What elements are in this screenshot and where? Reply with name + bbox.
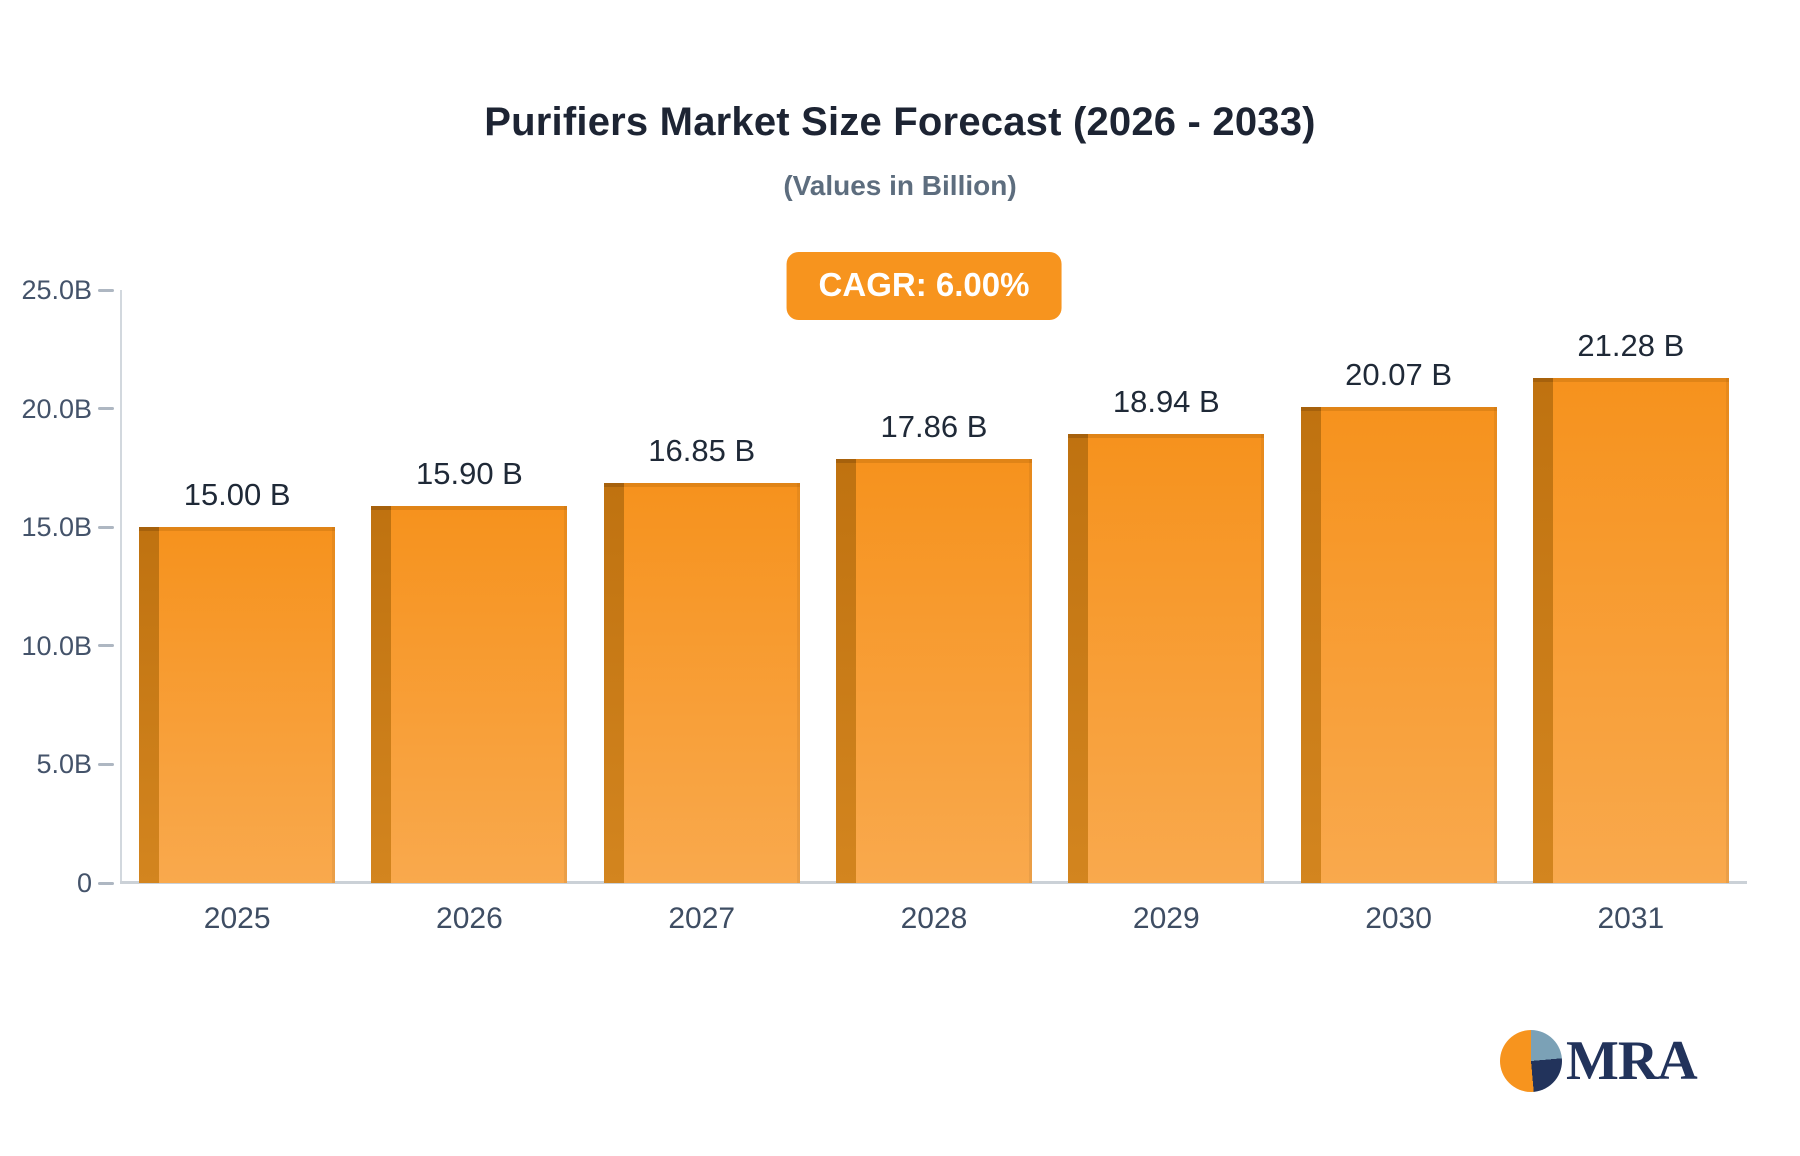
x-tick-label: 2028 <box>900 902 968 935</box>
mra-logo-icon <box>1500 1030 1562 1092</box>
bar-2030 <box>1300 406 1497 883</box>
y-tick-label: 20.0B <box>21 393 92 424</box>
bar-value-label: 17.86 B <box>880 409 988 445</box>
x-tick-label: 2030 <box>1365 902 1432 935</box>
chart-subtitle: (Values in Billion) <box>783 170 1017 201</box>
y-tick-label: 10.0B <box>21 630 92 661</box>
bar-front-face <box>159 527 336 883</box>
x-tick-label: 2031 <box>1597 902 1665 935</box>
x-tick-label: 2026 <box>436 902 503 935</box>
y-tick-label: 15.0B <box>21 512 92 543</box>
mra-logo: MRA <box>1500 1030 1698 1092</box>
bar-value-label: 16.85 B <box>648 433 756 469</box>
bar-front-face <box>391 505 568 883</box>
bar-front-face <box>1088 433 1265 883</box>
bar-front-face <box>623 483 800 883</box>
bar-front-face <box>1320 406 1497 883</box>
bar-value-label: 15.90 B <box>415 455 523 491</box>
bar-side-face <box>603 483 624 883</box>
y-tick-mark <box>98 762 114 766</box>
bar-side-face <box>1068 433 1089 883</box>
x-tick-label: 2029 <box>1132 902 1200 935</box>
y-tick-label: 5.0B <box>36 749 92 780</box>
y-tick-mark <box>98 525 114 529</box>
y-tick-mark <box>98 288 114 292</box>
bar-side-face <box>139 527 160 883</box>
y-tick-label: 0 <box>76 868 92 898</box>
x-tick-label: 2027 <box>668 902 736 935</box>
y-tick-mark <box>98 644 114 648</box>
y-tick-label: 25.0B <box>21 275 92 305</box>
bar-2025 <box>139 527 336 883</box>
chart-title: Purifiers Market Size Forecast (2026 - 2… <box>484 100 1316 144</box>
y-tick-mark <box>98 407 114 411</box>
bar-front-face <box>856 459 1032 883</box>
bar-side-face <box>371 505 392 883</box>
bar-front-face <box>1552 378 1729 883</box>
bar-value-label: 15.00 B <box>183 477 291 513</box>
bar-2031 <box>1532 378 1729 883</box>
bar-side-face <box>836 459 856 883</box>
bar-2028 <box>836 459 1032 883</box>
mra-logo-text: MRA <box>1566 1030 1698 1092</box>
bar-2026 <box>371 505 568 883</box>
y-axis-line <box>120 290 122 883</box>
cagr-badge: CAGR: 6.00% <box>786 252 1062 320</box>
bar-value-label: 20.07 B <box>1345 356 1452 392</box>
bar-2029 <box>1068 433 1265 883</box>
bar-side-face <box>1300 406 1321 883</box>
bar-value-label: 21.28 B <box>1577 328 1685 364</box>
bar-2027 <box>603 483 800 883</box>
y-tick-mark <box>98 881 114 885</box>
x-tick-label: 2025 <box>203 902 271 935</box>
bar-side-face <box>1532 378 1553 883</box>
bar-value-label: 18.94 B <box>1112 383 1220 419</box>
